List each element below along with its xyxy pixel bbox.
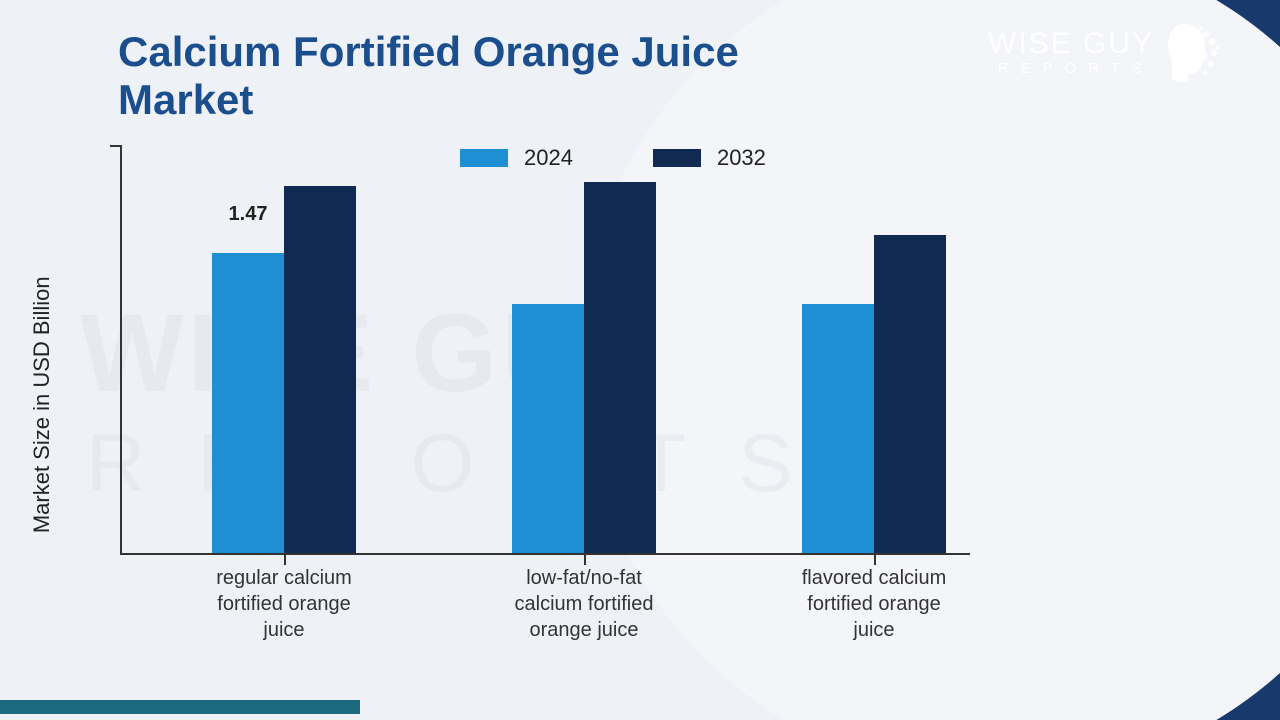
x-tick — [284, 555, 286, 565]
plot-area: 1.47 — [122, 145, 970, 553]
chart-area: Market Size in USD Billion 2024 2032 1.4… — [60, 125, 970, 695]
category-label: flavored calcium fortified orange juice — [784, 565, 964, 643]
category-label: regular calcium fortified orange juice — [194, 565, 374, 643]
logo-line1: WISE GUY — [988, 29, 1154, 59]
bar — [284, 186, 356, 553]
x-axis — [120, 553, 970, 555]
head-icon — [1164, 20, 1220, 84]
bar — [802, 304, 874, 553]
footer-accent-bar — [0, 700, 360, 714]
bar-value-label: 1.47 — [229, 203, 268, 226]
brand-logo: WISE GUY REPORTS — [988, 20, 1258, 84]
logo-text: WISE GUY REPORTS — [988, 29, 1154, 76]
chart-title: Calcium Fortified Orange Juice Market — [118, 28, 778, 125]
bar — [874, 235, 946, 553]
bar-group — [802, 235, 946, 553]
bar — [512, 304, 584, 553]
bar — [212, 253, 284, 553]
bar-group: 1.47 — [212, 186, 356, 553]
stage: WISE GUY REPORTS Calcium Fortified Orang… — [0, 0, 1280, 720]
x-tick — [584, 555, 586, 565]
y-axis-label: Market Size in USD Billion — [29, 276, 55, 533]
category-label: low-fat/no-fat calcium fortified orange … — [494, 565, 674, 643]
logo-line2: REPORTS — [988, 61, 1154, 76]
x-tick — [874, 555, 876, 565]
bar — [584, 182, 656, 553]
bar-group — [512, 182, 656, 553]
